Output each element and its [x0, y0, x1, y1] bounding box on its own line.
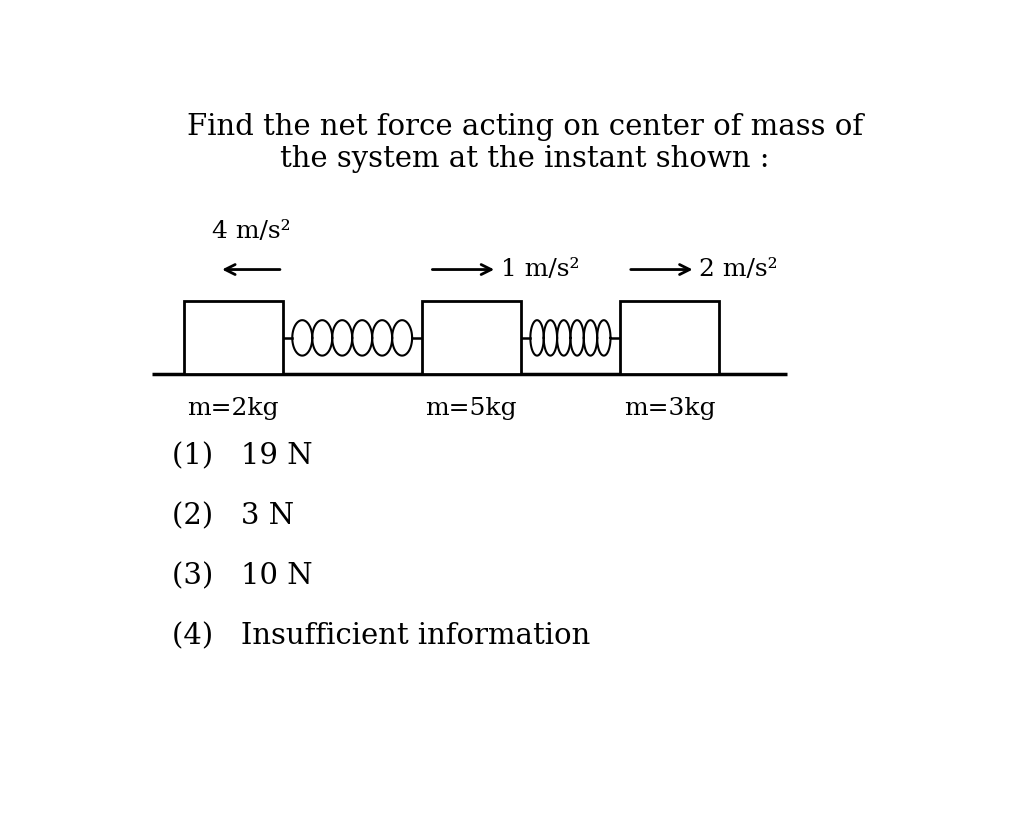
Text: m=3kg: m=3kg [624, 397, 716, 420]
Text: (1)   19 N: (1) 19 N [172, 442, 312, 470]
Text: m=2kg: m=2kg [187, 397, 279, 420]
Text: 4 m/s²: 4 m/s² [212, 220, 291, 243]
Bar [183, 301, 283, 374]
Text: Find the net force acting on center of mass of: Find the net force acting on center of m… [186, 113, 863, 141]
Text: 1 m/s²: 1 m/s² [501, 258, 580, 281]
Text: (4)   Insufficient information: (4) Insufficient information [172, 622, 590, 651]
Text: (3)   10 N: (3) 10 N [172, 562, 312, 590]
Bar [620, 301, 719, 374]
Text: (2)   3 N: (2) 3 N [172, 502, 294, 530]
Text: 2 m/s²: 2 m/s² [699, 258, 778, 281]
Text: m=5kg: m=5kg [425, 397, 517, 420]
Text: the system at the instant shown :: the system at the instant shown : [280, 145, 770, 173]
Bar [422, 301, 521, 374]
